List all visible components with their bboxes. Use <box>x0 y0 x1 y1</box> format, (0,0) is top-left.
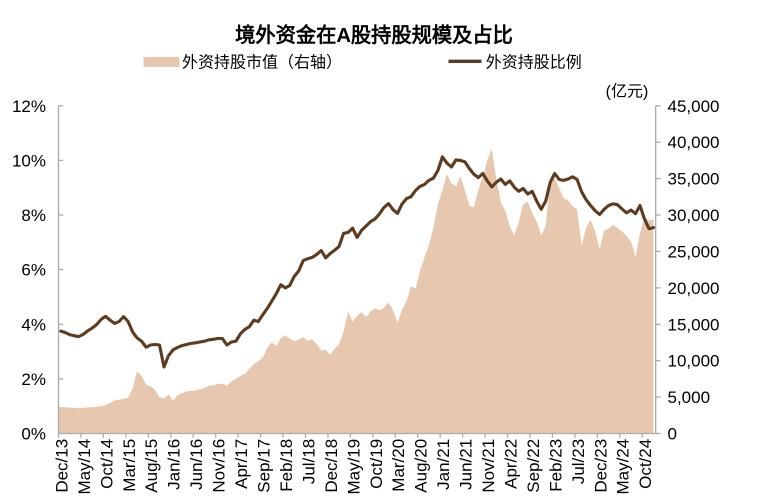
svg-text:Dec/18: Dec/18 <box>322 439 341 493</box>
svg-text:15,000: 15,000 <box>668 315 720 334</box>
svg-text:Feb/23: Feb/23 <box>546 439 565 492</box>
svg-text:Jan/21: Jan/21 <box>434 439 453 490</box>
svg-text:Dec/13: Dec/13 <box>52 439 71 493</box>
svg-text:Apr/22: Apr/22 <box>502 439 521 489</box>
svg-text:4%: 4% <box>21 315 46 334</box>
svg-text:5,000: 5,000 <box>668 388 711 407</box>
svg-text:8%: 8% <box>21 206 46 225</box>
svg-text:2%: 2% <box>21 370 46 389</box>
svg-text:40,000: 40,000 <box>668 133 720 152</box>
svg-text:0%: 0% <box>21 425 46 444</box>
svg-text:Jun/16: Jun/16 <box>187 439 206 490</box>
svg-text:Nov/21: Nov/21 <box>479 439 498 493</box>
svg-text:Dec/23: Dec/23 <box>591 439 610 493</box>
svg-text:外资持股市值（右轴）: 外资持股市值（右轴） <box>182 54 342 72</box>
svg-text:Mar/15: Mar/15 <box>120 439 139 492</box>
svg-text:Aug/15: Aug/15 <box>142 439 161 493</box>
svg-text:30,000: 30,000 <box>668 206 720 225</box>
svg-text:Nov/16: Nov/16 <box>210 439 229 493</box>
svg-text:12%: 12% <box>12 97 46 116</box>
svg-text:Feb/18: Feb/18 <box>277 439 296 492</box>
svg-text:Jul/18: Jul/18 <box>299 439 318 484</box>
svg-text:45,000: 45,000 <box>668 97 720 116</box>
svg-text:6%: 6% <box>21 261 46 280</box>
svg-text:Jun/21: Jun/21 <box>457 439 476 490</box>
svg-text:10%: 10% <box>12 151 46 170</box>
svg-text:Mar/20: Mar/20 <box>389 439 408 492</box>
svg-text:35,000: 35,000 <box>668 170 720 189</box>
svg-text:Jan/16: Jan/16 <box>165 439 184 490</box>
svg-text:外资持股比例: 外资持股比例 <box>486 54 582 72</box>
svg-text:May/19: May/19 <box>344 439 363 495</box>
svg-text:Sep/22: Sep/22 <box>524 439 543 493</box>
svg-text:10,000: 10,000 <box>668 352 720 371</box>
svg-text:Sep/17: Sep/17 <box>255 439 274 493</box>
svg-text:Aug/20: Aug/20 <box>412 439 431 493</box>
svg-text:Oct/19: Oct/19 <box>367 439 386 489</box>
svg-text:Oct/14: Oct/14 <box>97 439 116 489</box>
svg-text:境外资金在A股持股规模及占比: 境外资金在A股持股规模及占比 <box>235 23 513 47</box>
svg-text:Apr/17: Apr/17 <box>232 439 251 489</box>
svg-text:May/24: May/24 <box>614 439 633 495</box>
svg-text:Jul/23: Jul/23 <box>569 439 588 484</box>
svg-text:0: 0 <box>668 425 677 444</box>
svg-text:May/14: May/14 <box>75 439 94 495</box>
svg-text:Oct/24: Oct/24 <box>636 439 655 489</box>
svg-text:25,000: 25,000 <box>668 242 720 261</box>
svg-text:20,000: 20,000 <box>668 279 720 298</box>
svg-text:(亿元): (亿元) <box>606 83 649 101</box>
